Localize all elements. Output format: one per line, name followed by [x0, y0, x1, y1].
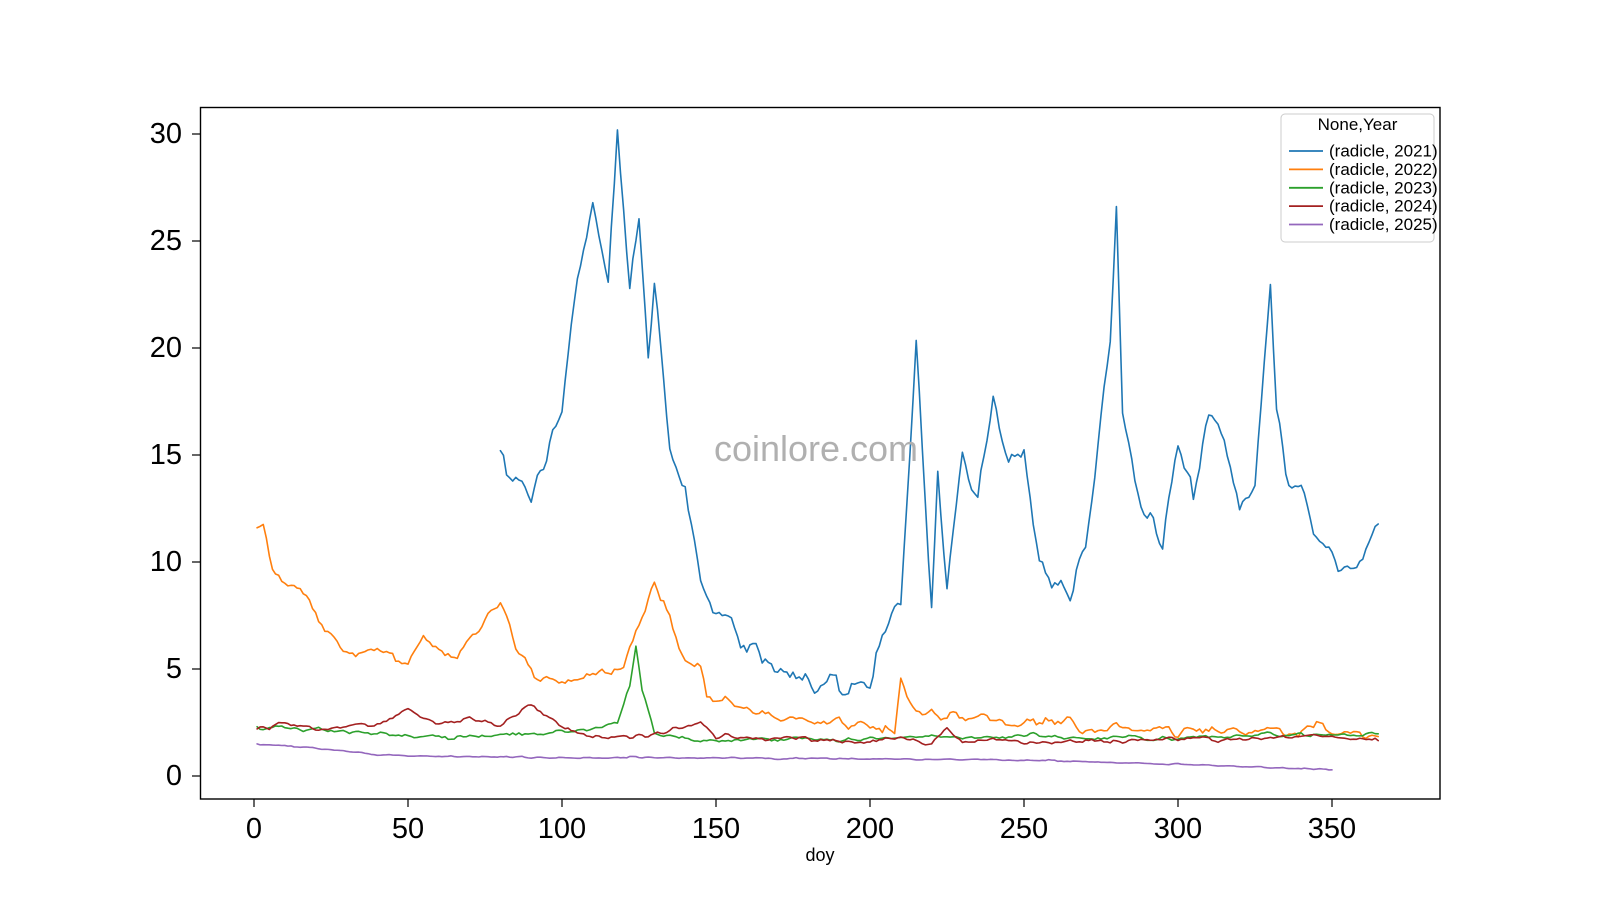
- svg-text:25: 25: [150, 225, 182, 257]
- svg-text:(radicle, 2024): (radicle, 2024): [1329, 197, 1438, 216]
- svg-text:0: 0: [246, 813, 262, 845]
- svg-text:30: 30: [150, 118, 182, 150]
- svg-text:50: 50: [392, 813, 424, 845]
- svg-text:20: 20: [150, 332, 182, 364]
- svg-text:10: 10: [150, 546, 182, 578]
- svg-text:0: 0: [166, 760, 182, 792]
- svg-text:(radicle, 2025): (radicle, 2025): [1329, 215, 1438, 234]
- svg-text:100: 100: [538, 813, 586, 845]
- svg-text:300: 300: [1154, 813, 1202, 845]
- svg-text:None,Year: None,Year: [1318, 115, 1398, 134]
- svg-text:250: 250: [1000, 813, 1048, 845]
- svg-text:200: 200: [846, 813, 894, 845]
- svg-text:(radicle, 2022): (radicle, 2022): [1329, 160, 1438, 179]
- svg-text:(radicle, 2021): (radicle, 2021): [1329, 142, 1438, 161]
- svg-text:150: 150: [692, 813, 740, 845]
- svg-text:coinlore.com: coinlore.com: [714, 428, 918, 469]
- svg-text:350: 350: [1308, 813, 1356, 845]
- svg-text:5: 5: [166, 653, 182, 685]
- svg-text:15: 15: [150, 439, 182, 471]
- svg-text:(radicle, 2023): (radicle, 2023): [1329, 178, 1438, 197]
- svg-text:doy: doy: [805, 845, 834, 865]
